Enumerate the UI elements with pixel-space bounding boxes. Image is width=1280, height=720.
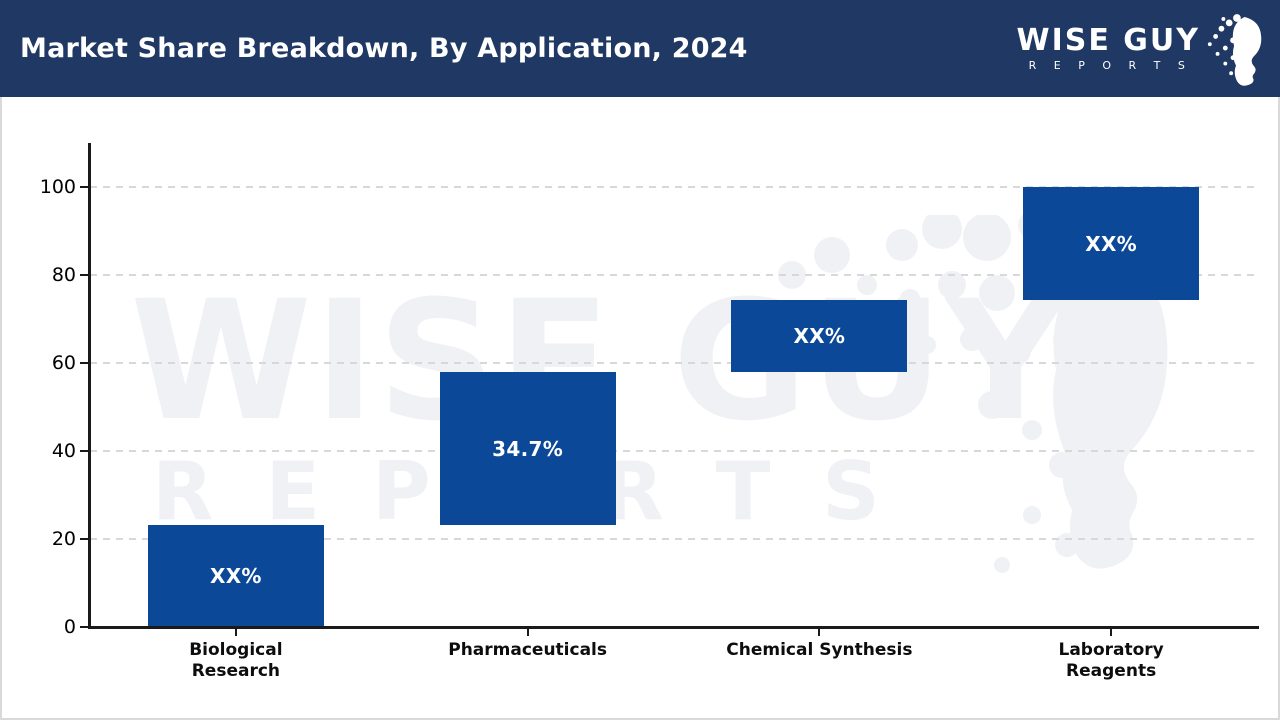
- bar-laboratory-reagents: XX%: [1023, 187, 1200, 301]
- bar-value-label: XX%: [1085, 231, 1138, 256]
- y-axis-tick-label: 100: [39, 176, 76, 198]
- bar-biological-research: XX%: [147, 524, 324, 627]
- bar-value-label: XX%: [793, 324, 846, 349]
- y-axis-tick-label: 20: [51, 528, 76, 550]
- y-axis-tick-label: 80: [51, 264, 76, 286]
- page-title: Market Share Breakdown, By Application, …: [20, 33, 748, 64]
- y-axis-tick: [80, 538, 89, 540]
- brand-name: WISE GUY: [1016, 23, 1200, 59]
- gridline: [90, 362, 1257, 364]
- y-axis-tick: [80, 362, 89, 364]
- x-axis-category-label: Pharmaceuticals: [448, 640, 607, 660]
- y-axis-line: [88, 143, 91, 629]
- y-axis-tick-label: 60: [51, 352, 76, 374]
- bar-value-label: 34.7%: [492, 436, 564, 461]
- chart-canvas: WISE GUY R E P O R T S 020406080100XX%Bi…: [0, 97, 1280, 720]
- x-axis-line: [88, 626, 1259, 629]
- x-axis-tick: [818, 629, 821, 636]
- x-axis-tick: [1110, 629, 1113, 636]
- y-axis-tick-label: 40: [51, 440, 76, 462]
- y-axis-tick: [80, 186, 89, 188]
- bar-pharmaceuticals: 34.7%: [439, 372, 616, 525]
- brand-logo: WISE GUY R E P O R T S: [1016, 11, 1266, 87]
- gridline: [90, 450, 1257, 452]
- y-axis-tick: [80, 450, 89, 452]
- header: Market Share Breakdown, By Application, …: [0, 0, 1280, 97]
- brand-logo-text: WISE GUY R E P O R T S: [1016, 25, 1200, 72]
- brand-face-icon: [1207, 13, 1262, 86]
- x-axis-category-label: Chemical Synthesis: [726, 640, 913, 660]
- y-axis-tick: [80, 274, 89, 276]
- x-axis-category-label: Laboratory Reagents: [1058, 640, 1164, 682]
- bar-value-label: XX%: [209, 563, 262, 588]
- x-axis-category-label: Biological Research: [189, 640, 283, 682]
- x-axis-tick: [234, 629, 237, 636]
- y-axis-tick: [80, 626, 89, 628]
- y-axis-tick-label: 0: [63, 616, 76, 638]
- gridline: [90, 274, 1257, 276]
- gridline: [90, 186, 1257, 188]
- gridline: [90, 538, 1257, 540]
- x-axis-tick: [526, 629, 529, 636]
- bar-chemical-synthesis: XX%: [731, 300, 908, 373]
- brand-subtitle: R E P O R T S: [1028, 58, 1192, 72]
